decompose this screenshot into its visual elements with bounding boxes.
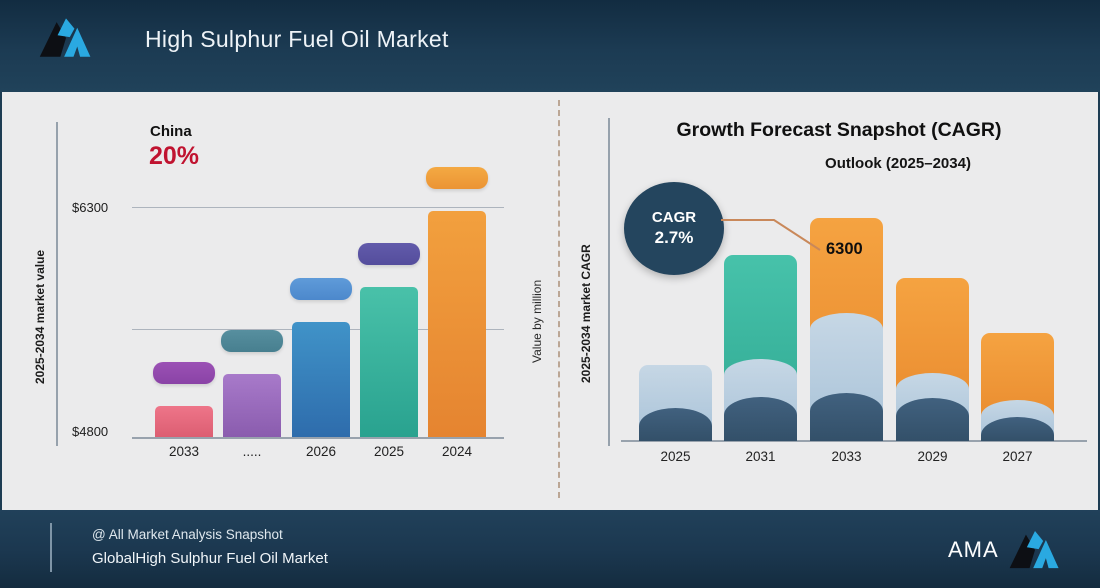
left-x-label-.....: .....	[242, 444, 262, 459]
left-bar-cap-2025	[358, 243, 420, 265]
cagr-badge-value: 2.7%	[654, 228, 694, 248]
left-bar-cap-2033	[153, 362, 215, 384]
content-area: 2025-2034 market value China 20% $6300 $…	[2, 92, 1098, 510]
left-bar-2024	[428, 211, 486, 437]
gridline-6300	[132, 207, 504, 208]
left-secondary-axis-title: Value by million	[530, 279, 544, 363]
region-label: China	[150, 123, 192, 140]
left-bar-cap-2026	[290, 278, 352, 300]
right-bar-base-segment	[810, 393, 883, 441]
ama-logo-icon	[39, 18, 91, 57]
region-share-value: 20%	[149, 142, 200, 170]
left-x-label-2033: 2033	[168, 444, 200, 459]
right-bar-base-segment	[724, 397, 797, 441]
left-x-axis-line	[132, 437, 504, 439]
panel-divider	[558, 100, 560, 498]
right-x-label-2025: 2025	[660, 449, 691, 464]
left-bar-cap-.....	[221, 330, 283, 352]
footer: @ All Market Analysis Snapshot GlobalHig…	[0, 510, 1100, 588]
footer-market-text: GlobalHigh Sulphur Fuel Oil Market	[92, 550, 328, 567]
left-y-axis-line	[56, 122, 58, 446]
left-bar-2033	[155, 406, 213, 437]
right-x-axis-line	[621, 440, 1087, 442]
right-bar-2033	[810, 218, 883, 441]
left-bar-cap-2024	[426, 167, 488, 189]
left-x-label-2024: 2024	[441, 444, 473, 459]
header: High Sulphur Fuel Oil Market	[0, 0, 1100, 92]
right-bar-base-segment	[981, 417, 1054, 441]
left-tick-top: $6300	[72, 200, 109, 215]
peak-value-label: 6300	[826, 240, 863, 258]
right-bar-base-segment	[896, 398, 969, 441]
left-bar-2025	[360, 287, 418, 437]
left-tick-bottom: $4800	[72, 424, 109, 439]
right-chart-title: Growth Forecast Snapshot (CAGR)	[676, 119, 1002, 141]
left-y-axis-title: 2025-2034 market value	[33, 249, 47, 385]
footer-divider-line	[50, 523, 52, 572]
footer-snapshot-text: @ All Market Analysis Snapshot	[92, 527, 283, 542]
right-y-axis-line	[608, 118, 610, 446]
right-bar-2031	[724, 255, 797, 441]
right-x-label-2027: 2027	[1002, 449, 1033, 464]
right-x-label-2029: 2029	[917, 449, 948, 464]
page-title: High Sulphur Fuel Oil Market	[145, 26, 449, 52]
cagr-badge: CAGR 2.7%	[624, 182, 724, 275]
cagr-badge-label: CAGR	[651, 208, 697, 226]
right-bar-base-segment	[639, 408, 712, 441]
left-bar-2026	[292, 322, 350, 437]
right-bar-2027	[981, 333, 1054, 441]
left-bar-.....	[223, 374, 281, 437]
right-bar-2029	[896, 278, 969, 441]
left-x-label-2026: 2026	[305, 444, 337, 459]
right-x-label-2031: 2031	[745, 449, 776, 464]
footer-brand-text: AMA	[948, 537, 999, 562]
right-chart-subtitle: Outlook (2025–2034)	[825, 155, 971, 172]
left-x-label-2025: 2025	[373, 444, 405, 459]
right-y-axis-title: 2025-2034 market CAGR	[579, 244, 593, 384]
right-bar-2025	[639, 365, 712, 441]
right-x-label-2033: 2033	[831, 449, 862, 464]
footer-ama-logo-icon	[1009, 530, 1059, 569]
